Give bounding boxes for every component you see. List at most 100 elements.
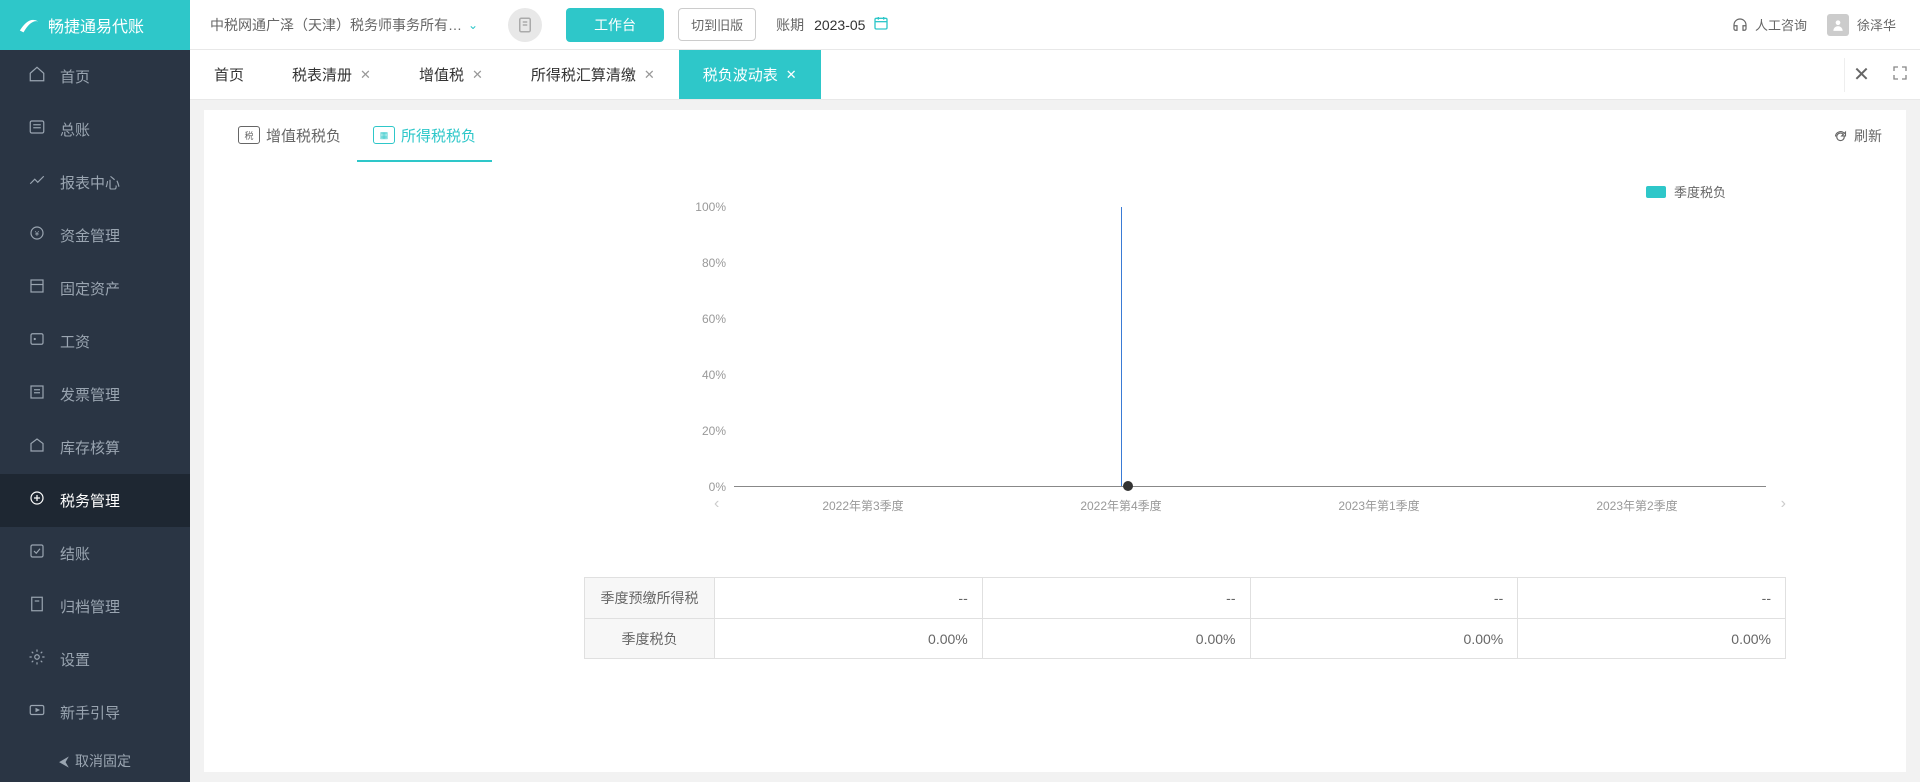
sidebar: 首页总账报表中心 ¥资金管理固定资产工资发票管理库存核算税务管理结账归档管理设置新… xyxy=(0,50,190,782)
table-cell: 0.00% xyxy=(715,619,983,658)
period-label: 账期 xyxy=(776,15,804,35)
avatar-icon xyxy=(1827,14,1849,36)
x-label: 2023年第2季度 xyxy=(1596,497,1677,514)
nav-icon xyxy=(28,383,46,406)
tab-1[interactable]: 税表清册 ✕ xyxy=(268,50,395,99)
support-link[interactable]: 人工咨询 xyxy=(1731,15,1807,34)
logo-icon xyxy=(18,14,40,36)
legend-label: 季度税负 xyxy=(1674,182,1726,201)
nav-item-1[interactable]: 总账 xyxy=(0,103,190,156)
nav-icon xyxy=(28,489,46,512)
nav-label: 总账 xyxy=(60,119,90,140)
close-tab-button[interactable]: ✕ xyxy=(1844,58,1878,92)
tab-0[interactable]: 首页 xyxy=(190,50,268,99)
nav-label: 税务管理 xyxy=(60,490,120,511)
panel: 税增值税税负▦所得税税负 刷新 季度税负 100%80%60%40%20%0% … xyxy=(204,110,1906,772)
subtab-bar: 税增值税税负▦所得税税负 xyxy=(204,110,1906,162)
refresh-icon xyxy=(1833,129,1848,144)
subtab-label: 所得税税负 xyxy=(401,125,476,146)
legend-swatch xyxy=(1646,186,1666,198)
calendar-icon[interactable] xyxy=(873,15,889,35)
tab-label: 首页 xyxy=(214,64,244,85)
top-bar: 畅捷通易代账 中税网通广泽（天津）税务师事务所有… ⌄ 工作台 切到旧版 账期 … xyxy=(0,0,1920,50)
line-chart: 100%80%60%40%20%0% 2022年第3季度2022年第4季度202… xyxy=(684,207,1766,527)
user-menu[interactable]: 徐泽华 xyxy=(1827,14,1896,36)
period-value[interactable]: 2023-05 xyxy=(814,17,865,33)
chart-prev-arrow[interactable]: ‹ xyxy=(714,495,719,513)
nav-label: 发票管理 xyxy=(60,384,120,405)
nav-item-9[interactable]: 结账 xyxy=(0,527,190,580)
tab-close-icon[interactable]: ✕ xyxy=(644,67,655,83)
table-cell: -- xyxy=(1518,578,1785,618)
nav-item-0[interactable]: 首页 xyxy=(0,50,190,103)
nav-icon xyxy=(28,701,46,724)
nav-item-8[interactable]: 税务管理 xyxy=(0,474,190,527)
company-selector[interactable]: 中税网通广泽（天津）税务师事务所有… ⌄ xyxy=(210,15,478,35)
tab-label: 税负波动表 xyxy=(703,64,778,85)
table-cell: -- xyxy=(983,578,1251,618)
support-text: 人工咨询 xyxy=(1755,15,1807,34)
refresh-button[interactable]: 刷新 xyxy=(1833,126,1882,146)
sidebar-collapse[interactable]: ⮜ 取消固定 xyxy=(0,740,190,782)
nav-item-4[interactable]: 固定资产 xyxy=(0,262,190,315)
subtab-icon: 税 xyxy=(238,126,260,144)
nav-label: 归档管理 xyxy=(60,596,120,617)
row-header: 季度税负 xyxy=(585,619,715,658)
chart-indicator-line xyxy=(1121,207,1122,486)
workbench-button[interactable]: 工作台 xyxy=(566,8,664,42)
y-tick: 80% xyxy=(702,256,726,270)
table-cell: 0.00% xyxy=(1251,619,1519,658)
tab-3[interactable]: 所得税汇算清缴✕ xyxy=(507,50,679,99)
nav-icon xyxy=(28,542,46,565)
nav-label: 设置 xyxy=(60,649,90,670)
logo-text: 畅捷通易代账 xyxy=(48,13,144,37)
nav-item-12[interactable]: 新手引导 xyxy=(0,686,190,739)
nav-item-10[interactable]: 归档管理 xyxy=(0,580,190,633)
table-cell: -- xyxy=(715,578,983,618)
nav-label: 结账 xyxy=(60,543,90,564)
tab-bar: 首页税表清册✕增值税✕所得税汇算清缴✕税负波动表✕ ✕ xyxy=(190,50,1920,100)
nav-item-5[interactable]: 工资 xyxy=(0,315,190,368)
nav-label: 工资 xyxy=(60,331,90,352)
chevron-down-icon: ⌄ xyxy=(468,18,478,32)
user-name: 徐泽华 xyxy=(1857,15,1896,34)
y-tick: 20% xyxy=(702,424,726,438)
nav-label: 首页 xyxy=(60,66,90,87)
nav-label: 固定资产 xyxy=(60,278,120,299)
old-version-button[interactable]: 切到旧版 xyxy=(678,8,756,41)
sidebar-footer-label: 取消固定 xyxy=(75,751,131,771)
nav-item-7[interactable]: 库存核算 xyxy=(0,421,190,474)
tab-close-icon[interactable]: ✕ xyxy=(786,67,797,83)
y-tick: 60% xyxy=(702,312,726,326)
content-area: 税增值税税负▦所得税税负 刷新 季度税负 100%80%60%40%20%0% … xyxy=(190,100,1920,782)
nav-item-3[interactable]: ¥资金管理 xyxy=(0,209,190,262)
company-name: 中税网通广泽（天津）税务师事务所有… xyxy=(210,15,462,35)
nav-icon xyxy=(28,118,46,141)
nav-item-2[interactable]: 报表中心 xyxy=(0,156,190,209)
y-tick: 0% xyxy=(709,480,726,494)
nav-item-11[interactable]: 设置 xyxy=(0,633,190,686)
nav-label: 资金管理 xyxy=(60,225,120,246)
tab-close-icon[interactable]: ✕ xyxy=(360,67,371,83)
nav-icon xyxy=(28,65,46,88)
tab-label: 增值税 xyxy=(419,64,464,85)
subtab-1[interactable]: ▦所得税税负 xyxy=(357,110,492,162)
nav-label: 报表中心 xyxy=(60,172,120,193)
nav-icon xyxy=(28,436,46,459)
table-row: 季度预缴所得税-------- xyxy=(585,578,1785,618)
doc-icon[interactable] xyxy=(508,8,542,42)
nav-item-6[interactable]: 发票管理 xyxy=(0,368,190,421)
nav-label: 库存核算 xyxy=(60,437,120,458)
table-row: 季度税负0.00%0.00%0.00%0.00% xyxy=(585,618,1785,658)
chart-next-arrow[interactable]: › xyxy=(1781,495,1786,513)
subtab-0[interactable]: 税增值税税负 xyxy=(222,110,357,162)
nav-icon xyxy=(28,171,46,194)
y-tick: 100% xyxy=(695,200,726,214)
fullscreen-icon[interactable] xyxy=(1892,65,1908,85)
nav-label: 新手引导 xyxy=(60,702,120,723)
tab-label: 税表清册 xyxy=(292,64,352,85)
tab-close-icon[interactable]: ✕ xyxy=(472,67,483,83)
tab-2[interactable]: 增值税 ✕ xyxy=(395,50,507,99)
tab-4[interactable]: 税负波动表 ✕ xyxy=(679,50,821,99)
chart-legend: 季度税负 xyxy=(264,182,1846,201)
